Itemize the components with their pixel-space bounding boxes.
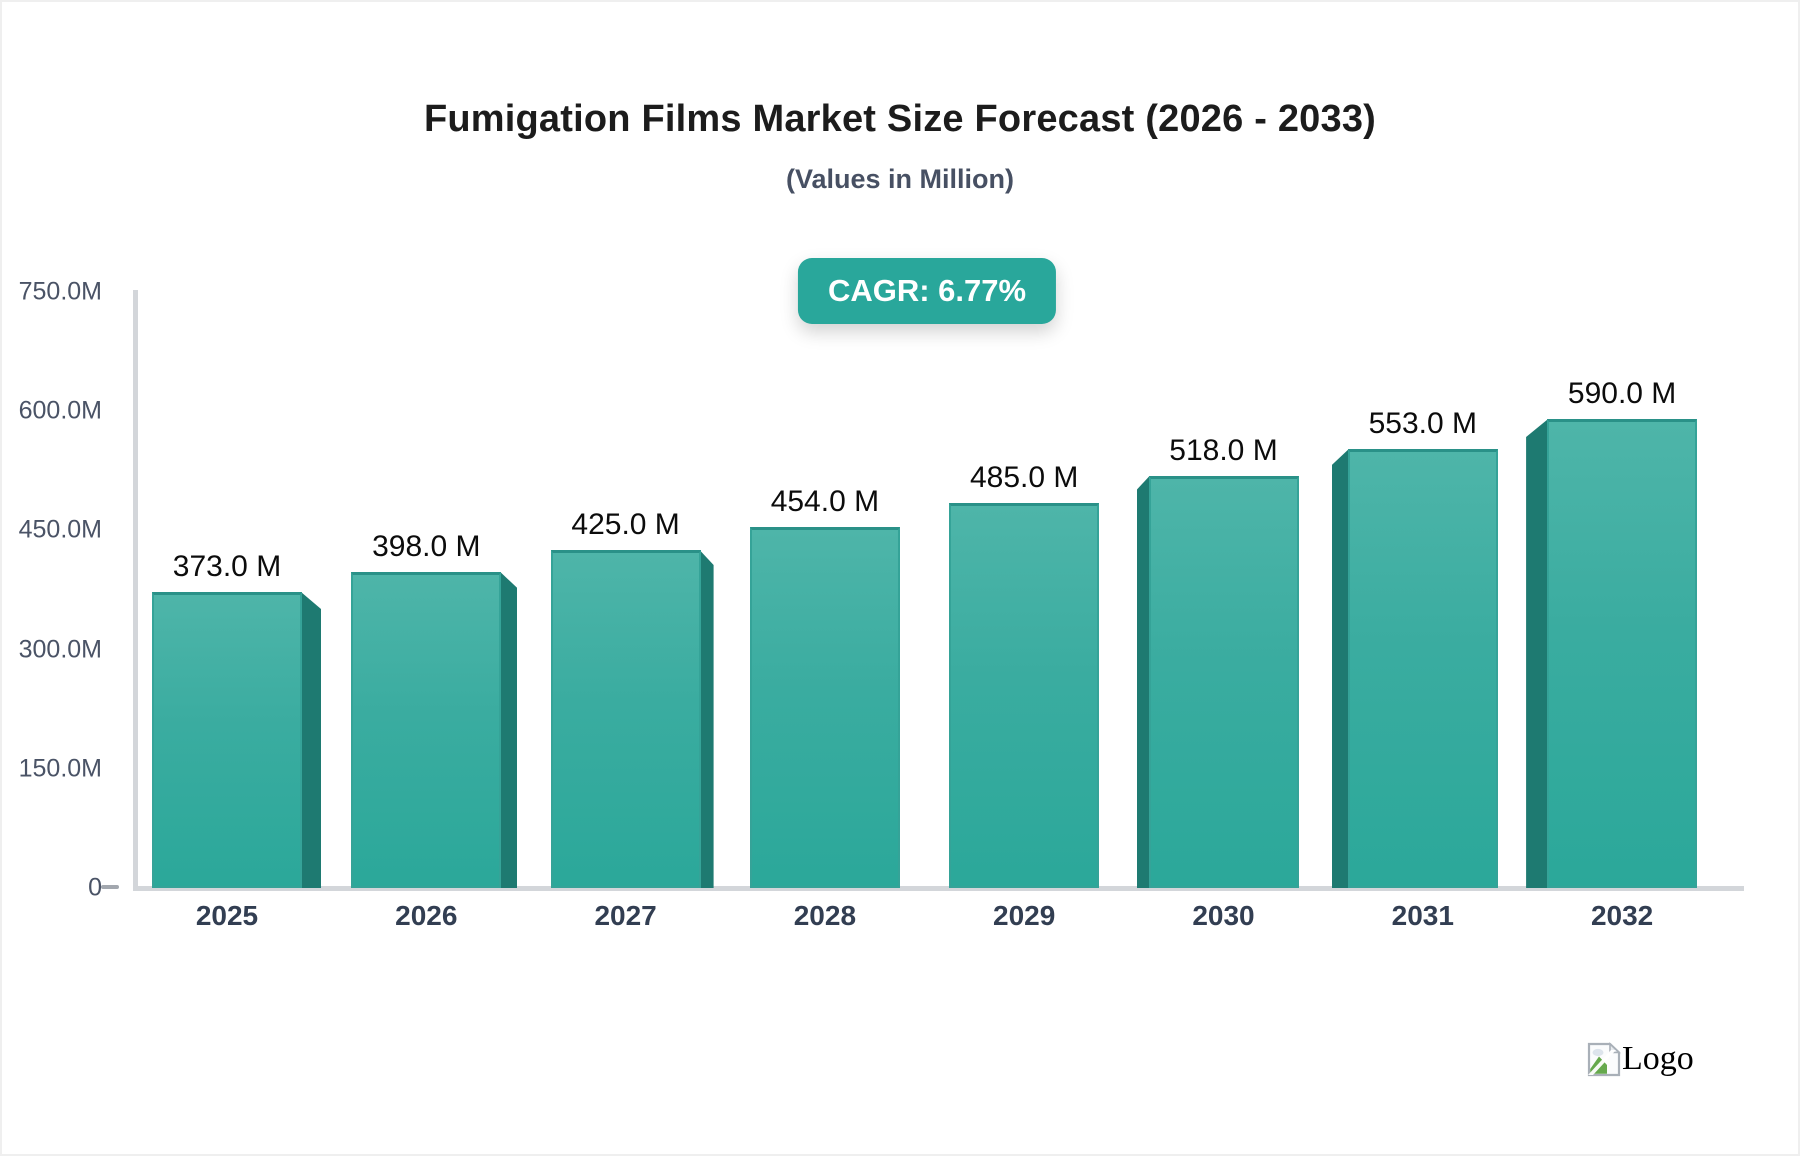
y-axis-line (133, 290, 138, 891)
x-axis-label-2026: 2026 (395, 900, 458, 931)
bar-2030[interactable] (1148, 476, 1299, 888)
bar-value-label: 518.0 M (1169, 434, 1278, 467)
bar-value-label: 454.0 M (770, 485, 880, 518)
bar-2029[interactable] (949, 503, 1100, 888)
x-axis-label-2028: 2028 (793, 900, 857, 931)
bar-value-label: 590.0 M (1567, 377, 1677, 410)
bar-value-label: 373.0 M (172, 550, 282, 583)
x-axis-label-2030: 2030 (1192, 900, 1255, 931)
y-axis-label: 600.0M (18, 396, 102, 425)
y-axis-label: 450.0M (18, 515, 102, 544)
bar-value-label: 425.0 M (571, 508, 680, 541)
bar-2031[interactable] (1347, 449, 1498, 888)
bar-3d-side (301, 592, 321, 888)
bar-value-label: 398.0 M (372, 530, 481, 563)
chart-subtitle: (Values in Million) (785, 164, 1015, 194)
cagr-badge: CAGR: 6.77% (797, 258, 1057, 324)
broken-image-icon (1587, 1042, 1621, 1077)
y-axis-label: 0 (88, 873, 102, 902)
x-axis-label-2032: 2032 (1590, 900, 1654, 931)
x-axis-label-2025: 2025 (195, 900, 259, 931)
logo: Logo (1587, 1042, 1694, 1077)
x-axis-line (133, 886, 1744, 891)
bar-3d-side (1331, 449, 1349, 888)
bar-2028[interactable] (749, 527, 900, 888)
x-axis-label-2029: 2029 (993, 900, 1056, 931)
bar-3d-side (1526, 419, 1549, 888)
bar-2026[interactable] (351, 572, 502, 888)
chart-title: Fumigation Films Market Size Forecast (2… (423, 98, 1377, 140)
bar-3d-side (1136, 476, 1150, 888)
x-axis-label-2031: 2031 (1391, 900, 1454, 931)
logo-alt-text: Logo (1622, 1040, 1694, 1077)
zero-tick-mark (101, 885, 119, 889)
bar-3d-side (699, 550, 714, 888)
y-axis-label: 750.0M (18, 277, 102, 306)
bar-3d-side (500, 572, 518, 888)
bar-2025[interactable] (152, 592, 302, 888)
y-axis-label: 300.0M (18, 635, 102, 664)
bar-2032[interactable] (1547, 419, 1698, 888)
bar-value-label: 553.0 M (1368, 407, 1477, 440)
bar-2027[interactable] (550, 550, 701, 888)
y-axis-label: 150.0M (18, 754, 102, 783)
x-axis-label-2027: 2027 (594, 900, 657, 931)
bar-value-label: 485.0 M (969, 461, 1079, 494)
